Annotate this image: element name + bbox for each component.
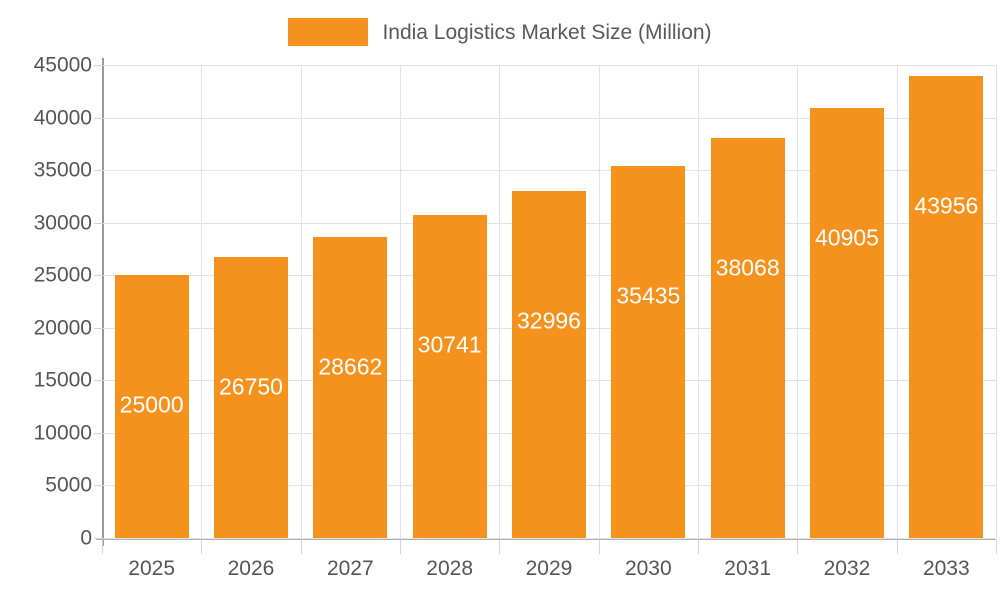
x-axis-tick-mark	[499, 540, 500, 554]
legend-series-label: India Logistics Market Size (Million)	[382, 20, 712, 44]
bar[interactable]	[313, 236, 388, 538]
y-axis-tick-mark	[94, 485, 104, 487]
y-axis-tick-label: 30000	[33, 211, 92, 235]
x-axis-tick-mark	[897, 540, 898, 554]
gridline-horizontal	[102, 65, 996, 66]
y-axis-tick-label: 0	[80, 526, 92, 550]
x-axis-tick-mark	[996, 540, 997, 554]
gridline-vertical	[698, 65, 699, 538]
y-axis-tick-mark	[94, 170, 104, 172]
gridline-vertical	[797, 65, 798, 538]
y-axis-tick-mark	[94, 538, 104, 539]
y-axis-line	[102, 58, 104, 546]
y-axis-tick-mark	[94, 117, 104, 119]
chart-legend: India Logistics Market Size (Million)	[0, 14, 1000, 50]
y-axis-tick-mark	[94, 432, 104, 434]
bar[interactable]	[213, 256, 288, 538]
x-axis-tick-mark	[400, 540, 401, 554]
bar-value-label: 40905	[815, 224, 879, 251]
x-axis-tick-label: 2030	[624, 557, 672, 580]
x-axis-tick-label: 2028	[426, 557, 474, 580]
gridline-vertical	[400, 65, 401, 538]
y-axis-tick-mark	[94, 275, 104, 277]
x-axis-tick-mark	[201, 540, 202, 554]
y-axis-tick-label: 40000	[33, 106, 92, 130]
y-axis-tick-label: 15000	[33, 368, 92, 392]
bar[interactable]	[511, 191, 586, 538]
x-axis-tick-label: 2026	[227, 557, 275, 580]
legend-color-swatch	[288, 18, 369, 46]
bar-value-label: 30741	[417, 331, 482, 358]
bar[interactable]	[809, 108, 884, 538]
bar-value-label: 43956	[914, 192, 979, 219]
gridline-vertical	[499, 65, 500, 538]
y-axis-tick-label: 35000	[33, 158, 92, 182]
bar-value-label: 32996	[517, 307, 581, 334]
x-axis-tick-mark	[599, 540, 600, 554]
y-axis-tick-mark	[94, 327, 104, 329]
gridline-horizontal	[102, 538, 996, 539]
y-axis-tick-label: 25000	[33, 263, 92, 287]
y-axis-tick-mark	[94, 380, 104, 382]
x-axis-tick-label: 2029	[525, 557, 573, 580]
plot-area: 25000 26750 28662 30741 32996 35435 38068 40905…	[102, 65, 997, 539]
bar-value-label: 28662	[318, 353, 383, 380]
gridline-vertical	[301, 65, 302, 538]
y-axis-tick-label: 45000	[33, 53, 92, 77]
bar-value-label: 25000	[119, 391, 184, 418]
y-axis-tick-label: 20000	[33, 316, 92, 340]
x-axis-tick-label: 2033	[922, 557, 970, 580]
x-axis-tick-label: 2025	[128, 557, 176, 580]
x-axis-tick-mark	[102, 540, 103, 554]
y-axis-tick-label: 5000	[45, 473, 92, 497]
gridline-vertical	[201, 65, 202, 538]
y-axis-tick-label: 10000	[33, 421, 92, 445]
y-axis-tick-mark	[94, 65, 104, 66]
x-axis-tick-mark	[301, 540, 302, 554]
y-axis-tick-mark	[94, 222, 104, 224]
gridline-horizontal	[102, 170, 996, 172]
bar[interactable]	[412, 214, 487, 538]
gridline-vertical	[599, 65, 600, 538]
gridline-vertical	[897, 65, 898, 538]
x-axis-line	[96, 538, 996, 540]
bar-value-label: 38068	[715, 254, 780, 281]
bar-value-label: 26750	[219, 373, 283, 400]
bar[interactable]	[710, 137, 785, 538]
x-axis-tick-mark	[797, 540, 798, 554]
bar[interactable]	[909, 75, 984, 538]
x-axis-tick-label: 2031	[724, 557, 772, 580]
x-axis-tick-label: 2032	[823, 557, 871, 580]
bar-value-label: 35435	[616, 282, 681, 309]
bar[interactable]	[114, 275, 189, 538]
x-axis-tick-mark	[698, 540, 699, 554]
x-axis-tick-label: 2027	[326, 557, 374, 580]
gridline-vertical	[996, 65, 997, 538]
gridline-horizontal	[102, 117, 996, 119]
bar[interactable]	[611, 165, 686, 538]
